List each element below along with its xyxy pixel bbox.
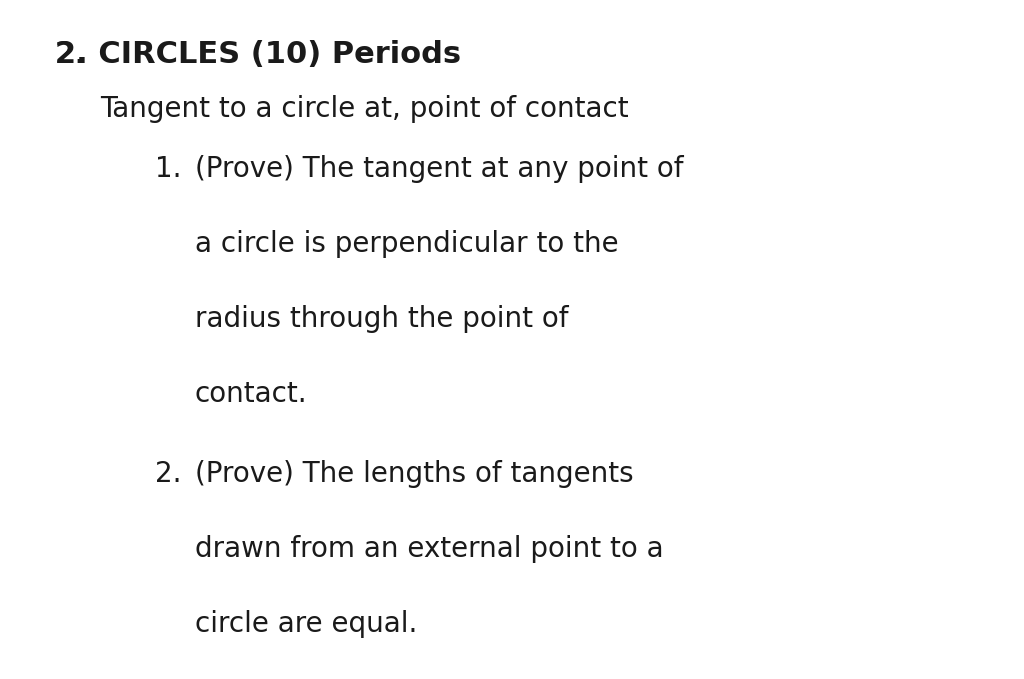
Text: 2.: 2.: [55, 40, 94, 69]
Text: 2. CIRCLES (10) Periods: 2. CIRCLES (10) Periods: [55, 40, 461, 69]
Text: 1.: 1.: [155, 155, 181, 183]
Text: circle are equal.: circle are equal.: [195, 610, 418, 638]
Text: Tangent to a circle at, point of contact: Tangent to a circle at, point of contact: [100, 95, 629, 123]
Text: drawn from an external point to a: drawn from an external point to a: [195, 535, 664, 563]
Text: a circle is perpendicular to the: a circle is perpendicular to the: [195, 230, 618, 258]
Text: (Prove) The lengths of tangents: (Prove) The lengths of tangents: [195, 460, 634, 488]
Text: 2.: 2.: [155, 460, 181, 488]
Text: radius through the point of: radius through the point of: [195, 305, 568, 333]
Text: contact.: contact.: [195, 380, 307, 408]
Text: (Prove) The tangent at any point of: (Prove) The tangent at any point of: [195, 155, 683, 183]
